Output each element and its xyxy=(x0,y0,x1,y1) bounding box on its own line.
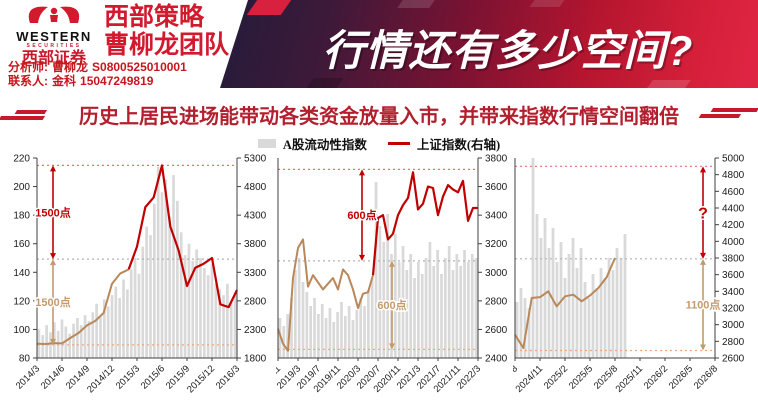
charts-row: 220 200 180 160 140 120 100 80 5300 4800 4300 3800 3… xyxy=(0,152,758,402)
svg-text:2014/6: 2014/6 xyxy=(39,363,67,391)
svg-text:3800: 3800 xyxy=(244,239,267,250)
page-title: 行情还有多少空间? xyxy=(322,27,694,74)
banner-stripe xyxy=(306,78,344,88)
chart-2024-2026: 5000 4800 4600 4400 4200 4000 3800 3600 3400 3200… xyxy=(513,154,745,395)
svg-text:3400: 3400 xyxy=(722,287,745,298)
team-line-1: 西部策略 xyxy=(104,4,205,31)
svg-text:180: 180 xyxy=(13,211,30,222)
svg-text:5300: 5300 xyxy=(244,154,267,165)
svg-text:3200: 3200 xyxy=(485,239,508,250)
subtitle-deco-right xyxy=(710,108,758,112)
legend-line-swatch xyxy=(387,142,410,145)
svg-text:?: ? xyxy=(698,206,708,223)
svg-text:2016/3: 2016/3 xyxy=(214,363,242,391)
svg-text:2600: 2600 xyxy=(722,354,745,365)
brand-sub: SECURITIES xyxy=(26,43,82,49)
svg-text:1100点: 1100点 xyxy=(686,298,721,312)
svg-text:1500点: 1500点 xyxy=(35,205,70,219)
svg-text:3000: 3000 xyxy=(485,268,508,279)
svg-text:2025/5: 2025/5 xyxy=(567,363,595,391)
svg-text:3300: 3300 xyxy=(244,268,267,279)
svg-text:4200: 4200 xyxy=(722,220,745,231)
subtitle-deco-left xyxy=(0,116,46,120)
svg-text:200: 200 xyxy=(13,182,30,193)
bull-icon xyxy=(28,6,80,23)
svg-text:3200: 3200 xyxy=(722,304,745,315)
svg-text:2015/6: 2015/6 xyxy=(139,363,167,391)
svg-text:600点: 600点 xyxy=(377,298,406,312)
legend-line-label: 上证指数(右轴) xyxy=(416,138,501,152)
svg-text:2015/3: 2015/3 xyxy=(114,363,142,391)
contact-phone: 15047249819 xyxy=(80,73,154,88)
title-banner: 行情还有多少空间? xyxy=(220,0,758,88)
svg-text:3000: 3000 xyxy=(722,320,745,331)
svg-text:2025/2: 2025/2 xyxy=(542,363,570,391)
svg-text:2026/8: 2026/8 xyxy=(692,363,720,391)
svg-text:4800: 4800 xyxy=(244,182,267,193)
svg-text:2014/3: 2014/3 xyxy=(14,363,42,391)
svg-text:80: 80 xyxy=(19,354,31,365)
analyst-info: 分析师: 曹柳龙 S0800525010001 联系人: 金科 15047249819 xyxy=(8,60,191,89)
svg-text:2025/11: 2025/11 xyxy=(614,363,646,395)
svg-text:140: 140 xyxy=(13,268,30,279)
brand-en: WESTERN xyxy=(16,29,92,44)
contact-name: 金科 xyxy=(52,73,77,88)
svg-text:2026/2: 2026/2 xyxy=(642,363,670,391)
svg-text:3600: 3600 xyxy=(485,182,508,193)
svg-text:4400: 4400 xyxy=(722,204,745,215)
svg-text:2015/12: 2015/12 xyxy=(185,363,217,395)
western-securities-logo: WESTERN SECURITIES 西部证券 xyxy=(8,3,100,68)
svg-text:4300: 4300 xyxy=(244,211,267,222)
svg-text:100: 100 xyxy=(13,325,30,336)
analyst-id: S0800525010001 xyxy=(92,60,187,74)
svg-text:2800: 2800 xyxy=(244,296,267,307)
chart-legend: A股流动性指数 上证指数(右轴) xyxy=(0,134,758,153)
chart-2018-2022: 380036003400320030002800260024002018/112… xyxy=(276,154,508,395)
svg-text:2800: 2800 xyxy=(485,296,508,307)
banner-stripe xyxy=(246,0,292,15)
svg-text:3600: 3600 xyxy=(722,270,745,281)
analyst-line: 分析师: 曹柳龙 S0800525010001 xyxy=(8,60,191,75)
svg-text:2024/11: 2024/11 xyxy=(514,363,546,395)
slide-subtitle: 历史上居民进场能带动各类资金放量入市，并带来指数行情空间翻倍 xyxy=(79,106,679,128)
contact-line: 联系人: 金科 15047249819 xyxy=(8,73,191,89)
svg-text:2400: 2400 xyxy=(485,354,508,365)
chart-2014-2016: 220 200 180 160 140 120 100 80 5300 4800 4300 3800 3… xyxy=(13,154,267,396)
svg-text:2014/12: 2014/12 xyxy=(85,363,117,395)
svg-text:3400: 3400 xyxy=(485,211,508,222)
svg-text:1500点: 1500点 xyxy=(35,295,70,309)
svg-text:1800: 1800 xyxy=(244,354,267,365)
svg-text:220: 220 xyxy=(13,154,30,165)
svg-text:3800: 3800 xyxy=(722,254,745,265)
subtitle-deco-right xyxy=(698,114,742,118)
svg-text:4600: 4600 xyxy=(722,187,745,198)
svg-text:3800: 3800 xyxy=(485,154,508,165)
analyst-label: 分析师: xyxy=(8,60,48,74)
legend-bar-label: A股流动性指数 xyxy=(282,138,367,152)
contact-label: 联系人: xyxy=(8,73,48,88)
svg-text:2800: 2800 xyxy=(722,337,745,348)
subtitle-deco-left xyxy=(14,110,48,114)
svg-text:2026/5: 2026/5 xyxy=(667,363,695,391)
banner-stripe xyxy=(529,0,565,7)
svg-text:2600: 2600 xyxy=(485,325,508,336)
team-name: 西部策略 曹柳龙团队 xyxy=(104,4,229,60)
banner-stripe xyxy=(647,80,691,88)
svg-text:4000: 4000 xyxy=(722,237,745,248)
svg-text:4800: 4800 xyxy=(722,170,745,181)
analyst-name: 曹柳龙 xyxy=(52,60,89,74)
svg-text:600点: 600点 xyxy=(347,208,376,222)
svg-text:5000: 5000 xyxy=(722,154,745,165)
team-line-2: 曹柳龙团队 xyxy=(104,32,230,59)
svg-text:2300: 2300 xyxy=(244,325,267,336)
legend-bar-swatch xyxy=(257,139,276,148)
brand-cn: 西部证券 xyxy=(21,50,86,67)
svg-text:160: 160 xyxy=(13,239,30,250)
svg-text:120: 120 xyxy=(13,296,30,307)
banner-stripe xyxy=(397,0,435,8)
